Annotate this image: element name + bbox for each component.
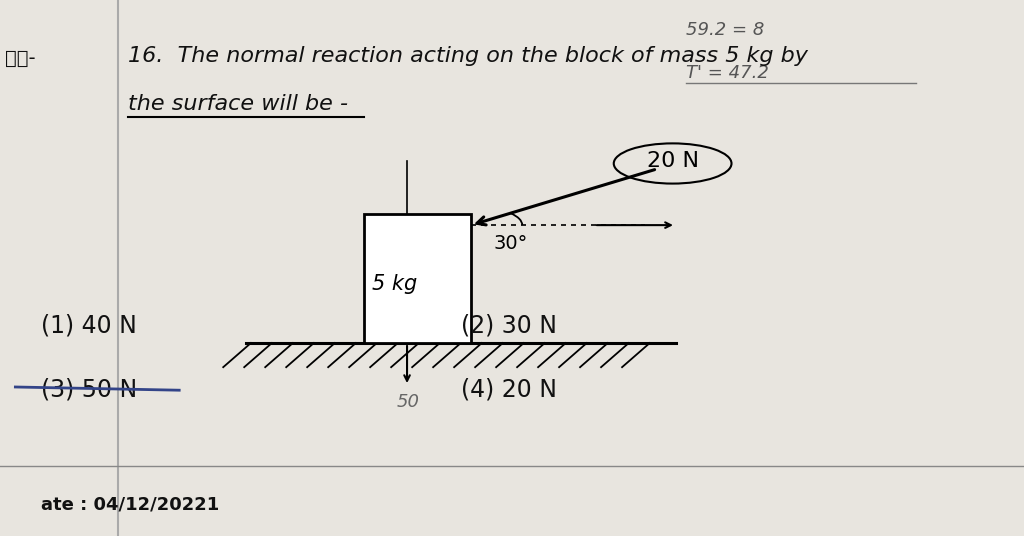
Text: 59.2 = 8: 59.2 = 8 bbox=[686, 21, 765, 39]
Text: 50: 50 bbox=[396, 393, 420, 411]
Text: T' = 47.2: T' = 47.2 bbox=[686, 64, 769, 81]
Text: the surface will be -: the surface will be - bbox=[128, 94, 348, 114]
Text: 16.  The normal reaction acting on the block of mass 5 kg by: 16. The normal reaction acting on the bl… bbox=[128, 46, 808, 65]
Text: या-: या- bbox=[5, 49, 36, 68]
Text: (1) 40 N: (1) 40 N bbox=[41, 314, 137, 337]
Text: 5 kg: 5 kg bbox=[372, 274, 417, 294]
Text: 20 N: 20 N bbox=[646, 151, 698, 171]
Text: (2) 30 N: (2) 30 N bbox=[461, 314, 557, 337]
Text: (3) 50 N: (3) 50 N bbox=[41, 378, 137, 401]
Text: (4) 20 N: (4) 20 N bbox=[461, 378, 557, 401]
Text: ate : 04/12/20221: ate : 04/12/20221 bbox=[41, 495, 219, 513]
Text: 30°: 30° bbox=[494, 234, 528, 253]
Bar bbox=[364, 214, 471, 343]
